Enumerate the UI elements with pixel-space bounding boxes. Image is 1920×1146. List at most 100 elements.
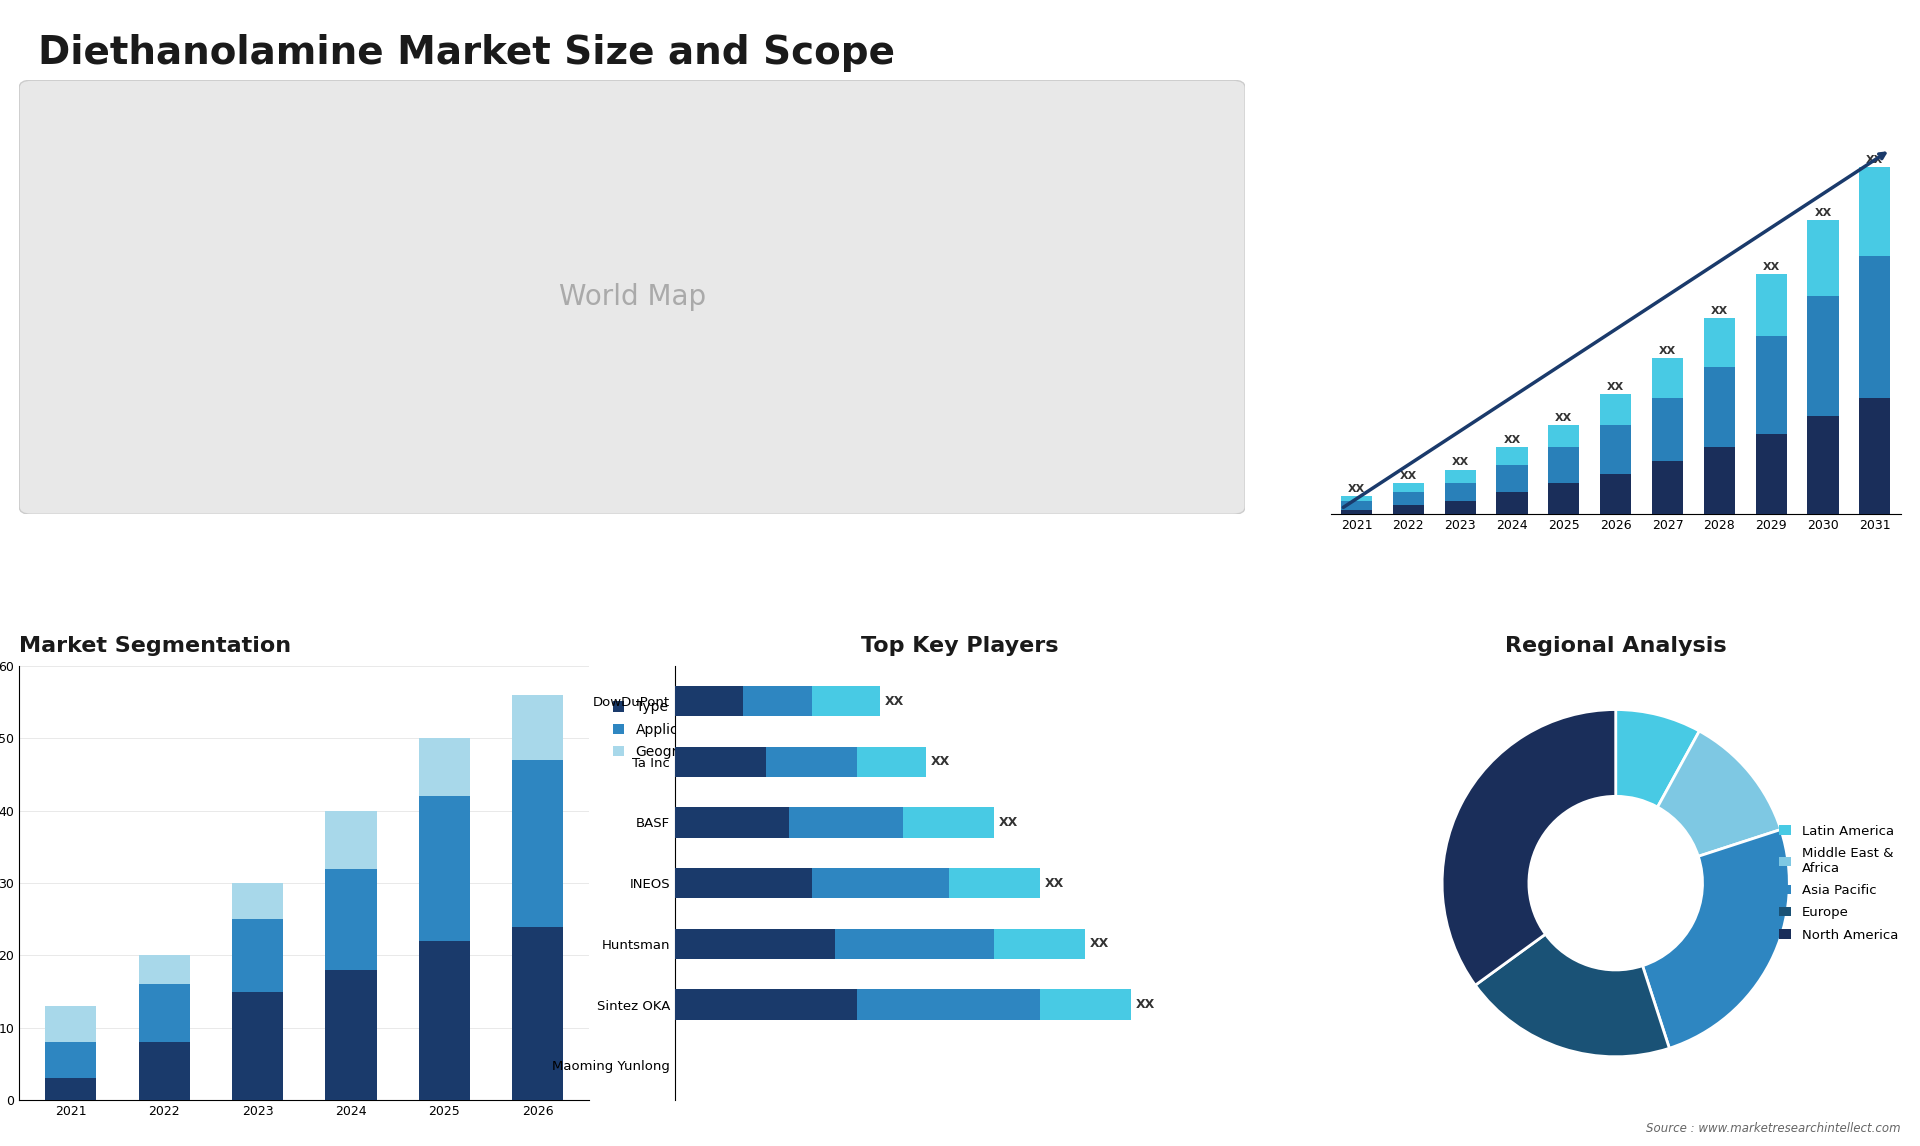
Text: XX: XX (1348, 485, 1365, 494)
Bar (1444, 470, 1476, 484)
Bar (232, 919, 284, 991)
Bar (419, 738, 470, 796)
Bar (1496, 447, 1528, 465)
Bar (1703, 368, 1736, 447)
Bar (44, 1043, 96, 1078)
Bar (1392, 492, 1425, 505)
Bar (1392, 505, 1425, 515)
Bar (1703, 447, 1736, 515)
Bar (676, 928, 835, 959)
Bar (1755, 336, 1788, 434)
Bar (1340, 510, 1373, 515)
Bar (44, 1006, 96, 1043)
Bar (1599, 425, 1632, 474)
Bar (138, 1043, 190, 1100)
Text: XX: XX (1763, 261, 1780, 272)
Bar (1041, 989, 1131, 1020)
Text: XX: XX (1091, 937, 1110, 950)
Text: World Map: World Map (559, 283, 707, 312)
Bar (1599, 474, 1632, 515)
FancyBboxPatch shape (19, 80, 1244, 515)
Text: XX: XX (1555, 413, 1572, 423)
Wedge shape (1642, 830, 1789, 1049)
Bar (1548, 484, 1580, 515)
Bar (766, 746, 858, 777)
Bar (513, 760, 563, 927)
Text: XX: XX (1814, 209, 1832, 218)
Text: XX: XX (1607, 382, 1624, 392)
Bar (138, 956, 190, 984)
Text: XX: XX (1659, 346, 1676, 356)
Bar (1548, 447, 1580, 484)
Bar (789, 807, 902, 838)
Bar (835, 928, 995, 959)
Bar (1859, 256, 1891, 399)
Bar (1807, 220, 1839, 296)
Bar (1340, 496, 1373, 501)
Text: MARKET
RESEARCH
INTELLECT: MARKET RESEARCH INTELLECT (1718, 45, 1776, 81)
Bar (858, 746, 925, 777)
Bar (419, 796, 470, 941)
Bar (948, 868, 1041, 898)
Bar (324, 811, 376, 869)
Bar (232, 991, 284, 1100)
Text: XX: XX (998, 816, 1018, 829)
Bar (419, 941, 470, 1100)
Text: XX: XX (1135, 998, 1154, 1011)
Legend: Latin America, Middle East &
Africa, Asia Pacific, Europe, North America: Latin America, Middle East & Africa, Asi… (1774, 819, 1903, 947)
Bar (1755, 434, 1788, 515)
Bar (324, 869, 376, 970)
Wedge shape (1475, 934, 1668, 1057)
Polygon shape (1626, 74, 1680, 103)
Bar (324, 970, 376, 1100)
Legend: Type, Application, Geography: Type, Application, Geography (609, 694, 718, 764)
Title: Top Key Players: Top Key Players (862, 636, 1058, 657)
Bar (232, 884, 284, 919)
Bar (138, 984, 190, 1043)
Bar (1807, 416, 1839, 515)
Bar (1340, 501, 1373, 510)
Bar (1496, 492, 1528, 515)
Bar (513, 927, 563, 1100)
Text: XX: XX (885, 694, 904, 707)
Bar (1444, 484, 1476, 501)
Text: XX: XX (1503, 435, 1521, 446)
Bar (1807, 296, 1839, 416)
Bar (1651, 461, 1684, 515)
Bar (995, 928, 1085, 959)
Text: Source : www.marketresearchintellect.com: Source : www.marketresearchintellect.com (1645, 1122, 1901, 1135)
Bar (743, 685, 812, 716)
Bar (858, 989, 1041, 1020)
Text: XX: XX (931, 755, 950, 768)
Bar (1496, 465, 1528, 492)
Bar (812, 868, 948, 898)
Bar (902, 807, 995, 838)
Bar (676, 746, 766, 777)
Bar (676, 685, 743, 716)
Text: XX: XX (1400, 471, 1417, 481)
Bar (513, 696, 563, 760)
Title: Regional Analysis: Regional Analysis (1505, 636, 1726, 657)
Bar (1599, 394, 1632, 425)
Text: XX: XX (1711, 306, 1728, 316)
Text: XX: XX (1452, 457, 1469, 468)
Wedge shape (1617, 709, 1699, 807)
Bar (1444, 501, 1476, 515)
Text: XX: XX (1866, 155, 1884, 165)
Text: Market Segmentation: Market Segmentation (19, 636, 292, 657)
Wedge shape (1442, 709, 1617, 986)
Bar (44, 1078, 96, 1100)
Bar (812, 685, 879, 716)
Bar (676, 868, 812, 898)
Bar (1651, 359, 1684, 399)
Wedge shape (1657, 731, 1782, 856)
Bar (676, 989, 858, 1020)
Bar (1392, 484, 1425, 492)
Bar (1651, 399, 1684, 461)
Bar (1859, 399, 1891, 515)
Bar (1703, 319, 1736, 368)
Text: Diethanolamine Market Size and Scope: Diethanolamine Market Size and Scope (38, 34, 895, 72)
Bar (1859, 167, 1891, 256)
Text: XX: XX (1044, 877, 1064, 889)
Bar (1755, 274, 1788, 336)
